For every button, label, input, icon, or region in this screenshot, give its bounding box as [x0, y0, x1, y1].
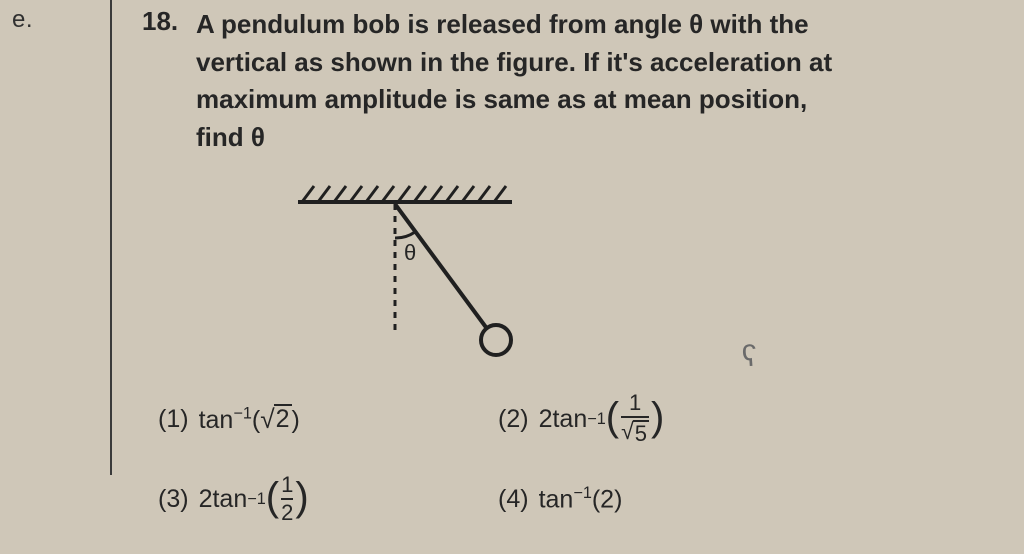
- paren-close: ): [295, 481, 308, 513]
- fn-sup: −1: [587, 410, 606, 429]
- fn-sup: −1: [233, 404, 252, 422]
- option-1: (1) tan−1(2): [158, 392, 498, 446]
- options-row-1: (1) tan−1(2) (2) 2tan−1( 1 5 ): [158, 392, 878, 446]
- option-expr: tan−1(2): [199, 404, 300, 435]
- option-expr: 2tan−1( 1 5 ): [539, 392, 665, 446]
- page: e. 18. A pendulum bob is released from a…: [0, 0, 1024, 554]
- option-4: (4) tan−1(2): [498, 474, 838, 524]
- pendulum-svg: θ: [280, 180, 540, 370]
- question-number: 18.: [142, 6, 178, 37]
- question-text: A pendulum bob is released from angle θ …: [196, 6, 862, 157]
- sqrt: 2: [260, 404, 291, 435]
- option-3: (3) 2tan−1( 1 2 ): [158, 474, 498, 524]
- pendulum-string: [395, 204, 488, 330]
- fn-prefix: 2tan: [199, 485, 248, 514]
- fn-prefix: tan: [539, 485, 574, 513]
- options-row-2: (3) 2tan−1( 1 2 ) (4) tan−1(2): [158, 474, 878, 524]
- ceiling-hatch: [302, 186, 506, 202]
- sqrt-val: 5: [633, 420, 649, 446]
- angle-arc: [395, 232, 415, 238]
- angle-label: θ: [404, 240, 416, 265]
- paren-close: ): [651, 401, 664, 433]
- frac-den: 2: [281, 498, 293, 524]
- option-number: (3): [158, 485, 189, 514]
- frac-num: 1: [281, 474, 293, 498]
- options-block: (1) tan−1(2) (2) 2tan−1( 1 5 ) (3): [158, 392, 878, 552]
- frac-den: 5: [621, 416, 649, 446]
- stray-pencil-mark: ʕ: [741, 340, 758, 375]
- pendulum-figure: θ: [280, 180, 540, 370]
- option-2: (2) 2tan−1( 1 5 ): [498, 392, 838, 446]
- paren-open: (: [266, 481, 279, 513]
- sqrt: 5: [621, 420, 649, 446]
- option-expr: tan−1(2): [539, 484, 623, 514]
- frac-num: 1: [629, 392, 641, 416]
- fn-sup: −1: [247, 490, 266, 509]
- question-block: 18. A pendulum bob is released from angl…: [142, 6, 862, 157]
- fn-arg: (2): [592, 485, 623, 513]
- fn-prefix: tan: [199, 406, 234, 434]
- option-number: (2): [498, 405, 529, 434]
- fraction: 1 5: [619, 392, 651, 446]
- option-number: (4): [498, 485, 529, 514]
- option-number: (1): [158, 405, 189, 434]
- column-divider: [110, 0, 112, 475]
- sqrt-val: 2: [274, 404, 292, 434]
- left-margin-fragment: e.: [12, 6, 33, 34]
- fraction: 1 2: [279, 474, 295, 524]
- pendulum-bob: [481, 325, 511, 355]
- option-expr: 2tan−1( 1 2 ): [199, 474, 309, 524]
- paren-open: (: [606, 401, 619, 433]
- fn-prefix: 2tan: [539, 405, 588, 434]
- fn-sup: −1: [573, 484, 592, 502]
